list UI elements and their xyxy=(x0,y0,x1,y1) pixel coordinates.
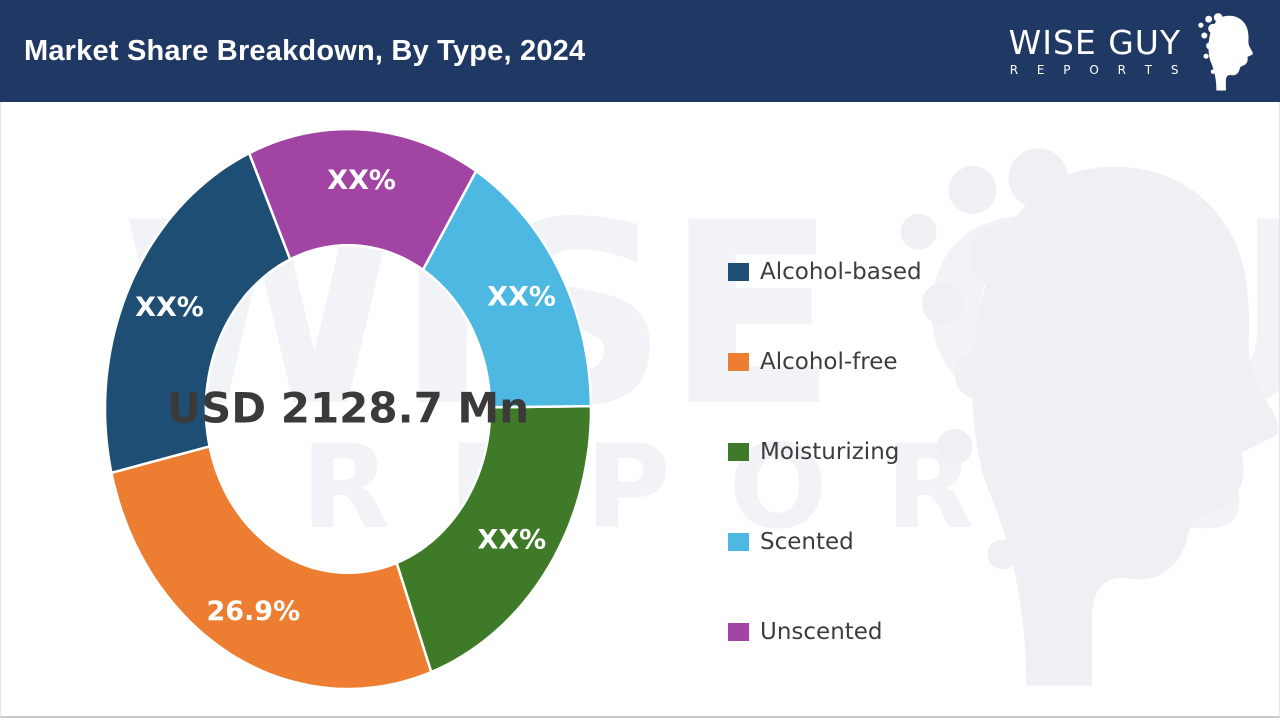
center-value: USD 2128.7 Mn xyxy=(166,383,530,433)
logo-name: WISE GUY xyxy=(1008,22,1182,62)
legend: Alcohol-based Alcohol-free Moisturizing Sce… xyxy=(728,255,922,649)
legend-item-moisturizing: Moisturizing xyxy=(728,435,922,469)
legend-swatch xyxy=(728,623,749,641)
header-bar: Market Share Breakdown, By Type, 2024 WI… xyxy=(0,0,1280,102)
legend-item-alcohol-free: Alcohol-free xyxy=(728,345,922,379)
segment-value-label: XX% xyxy=(135,292,204,323)
legend-item-scented: Scented xyxy=(728,525,922,559)
chart-area: WISE GUY REPORTS XX%26.9%XX%XX%XX% USD 2… xyxy=(0,102,1280,718)
legend-swatch xyxy=(728,443,749,461)
legend-item-unscented: Unscented xyxy=(728,615,922,649)
legend-label: Unscented xyxy=(760,619,883,645)
chart-title: Market Share Breakdown, By Type, 2024 xyxy=(24,34,586,67)
legend-swatch xyxy=(728,353,749,371)
wiseguy-logo: WISE GUY R E P O R T S xyxy=(1004,11,1256,91)
legend-label: Moisturizing xyxy=(760,439,900,465)
donut-segment-alcohol-free xyxy=(110,445,433,691)
logo-subtitle: R E P O R T S xyxy=(1009,62,1186,77)
segment-value-label: XX% xyxy=(478,525,547,556)
legend-label: Scented xyxy=(760,529,854,555)
watermark-face-icon xyxy=(871,136,1280,686)
segment-value-label: XX% xyxy=(487,281,556,312)
legend-label: Alcohol-free xyxy=(760,349,898,375)
legend-swatch xyxy=(728,533,749,551)
logo-face-icon xyxy=(1194,11,1256,91)
segment-value-label: 26.9% xyxy=(206,596,300,627)
legend-label: Alcohol-based xyxy=(760,259,922,285)
logo-text: WISE GUY R E P O R T S xyxy=(1004,26,1186,77)
legend-item-alcohol-based: Alcohol-based xyxy=(728,255,922,289)
donut-segment-unscented xyxy=(247,128,478,272)
donut-chart: XX% 26.9% XX% XX% XX% xyxy=(103,128,593,691)
segment-value-label: XX% xyxy=(327,165,396,196)
legend-swatch xyxy=(728,263,749,281)
